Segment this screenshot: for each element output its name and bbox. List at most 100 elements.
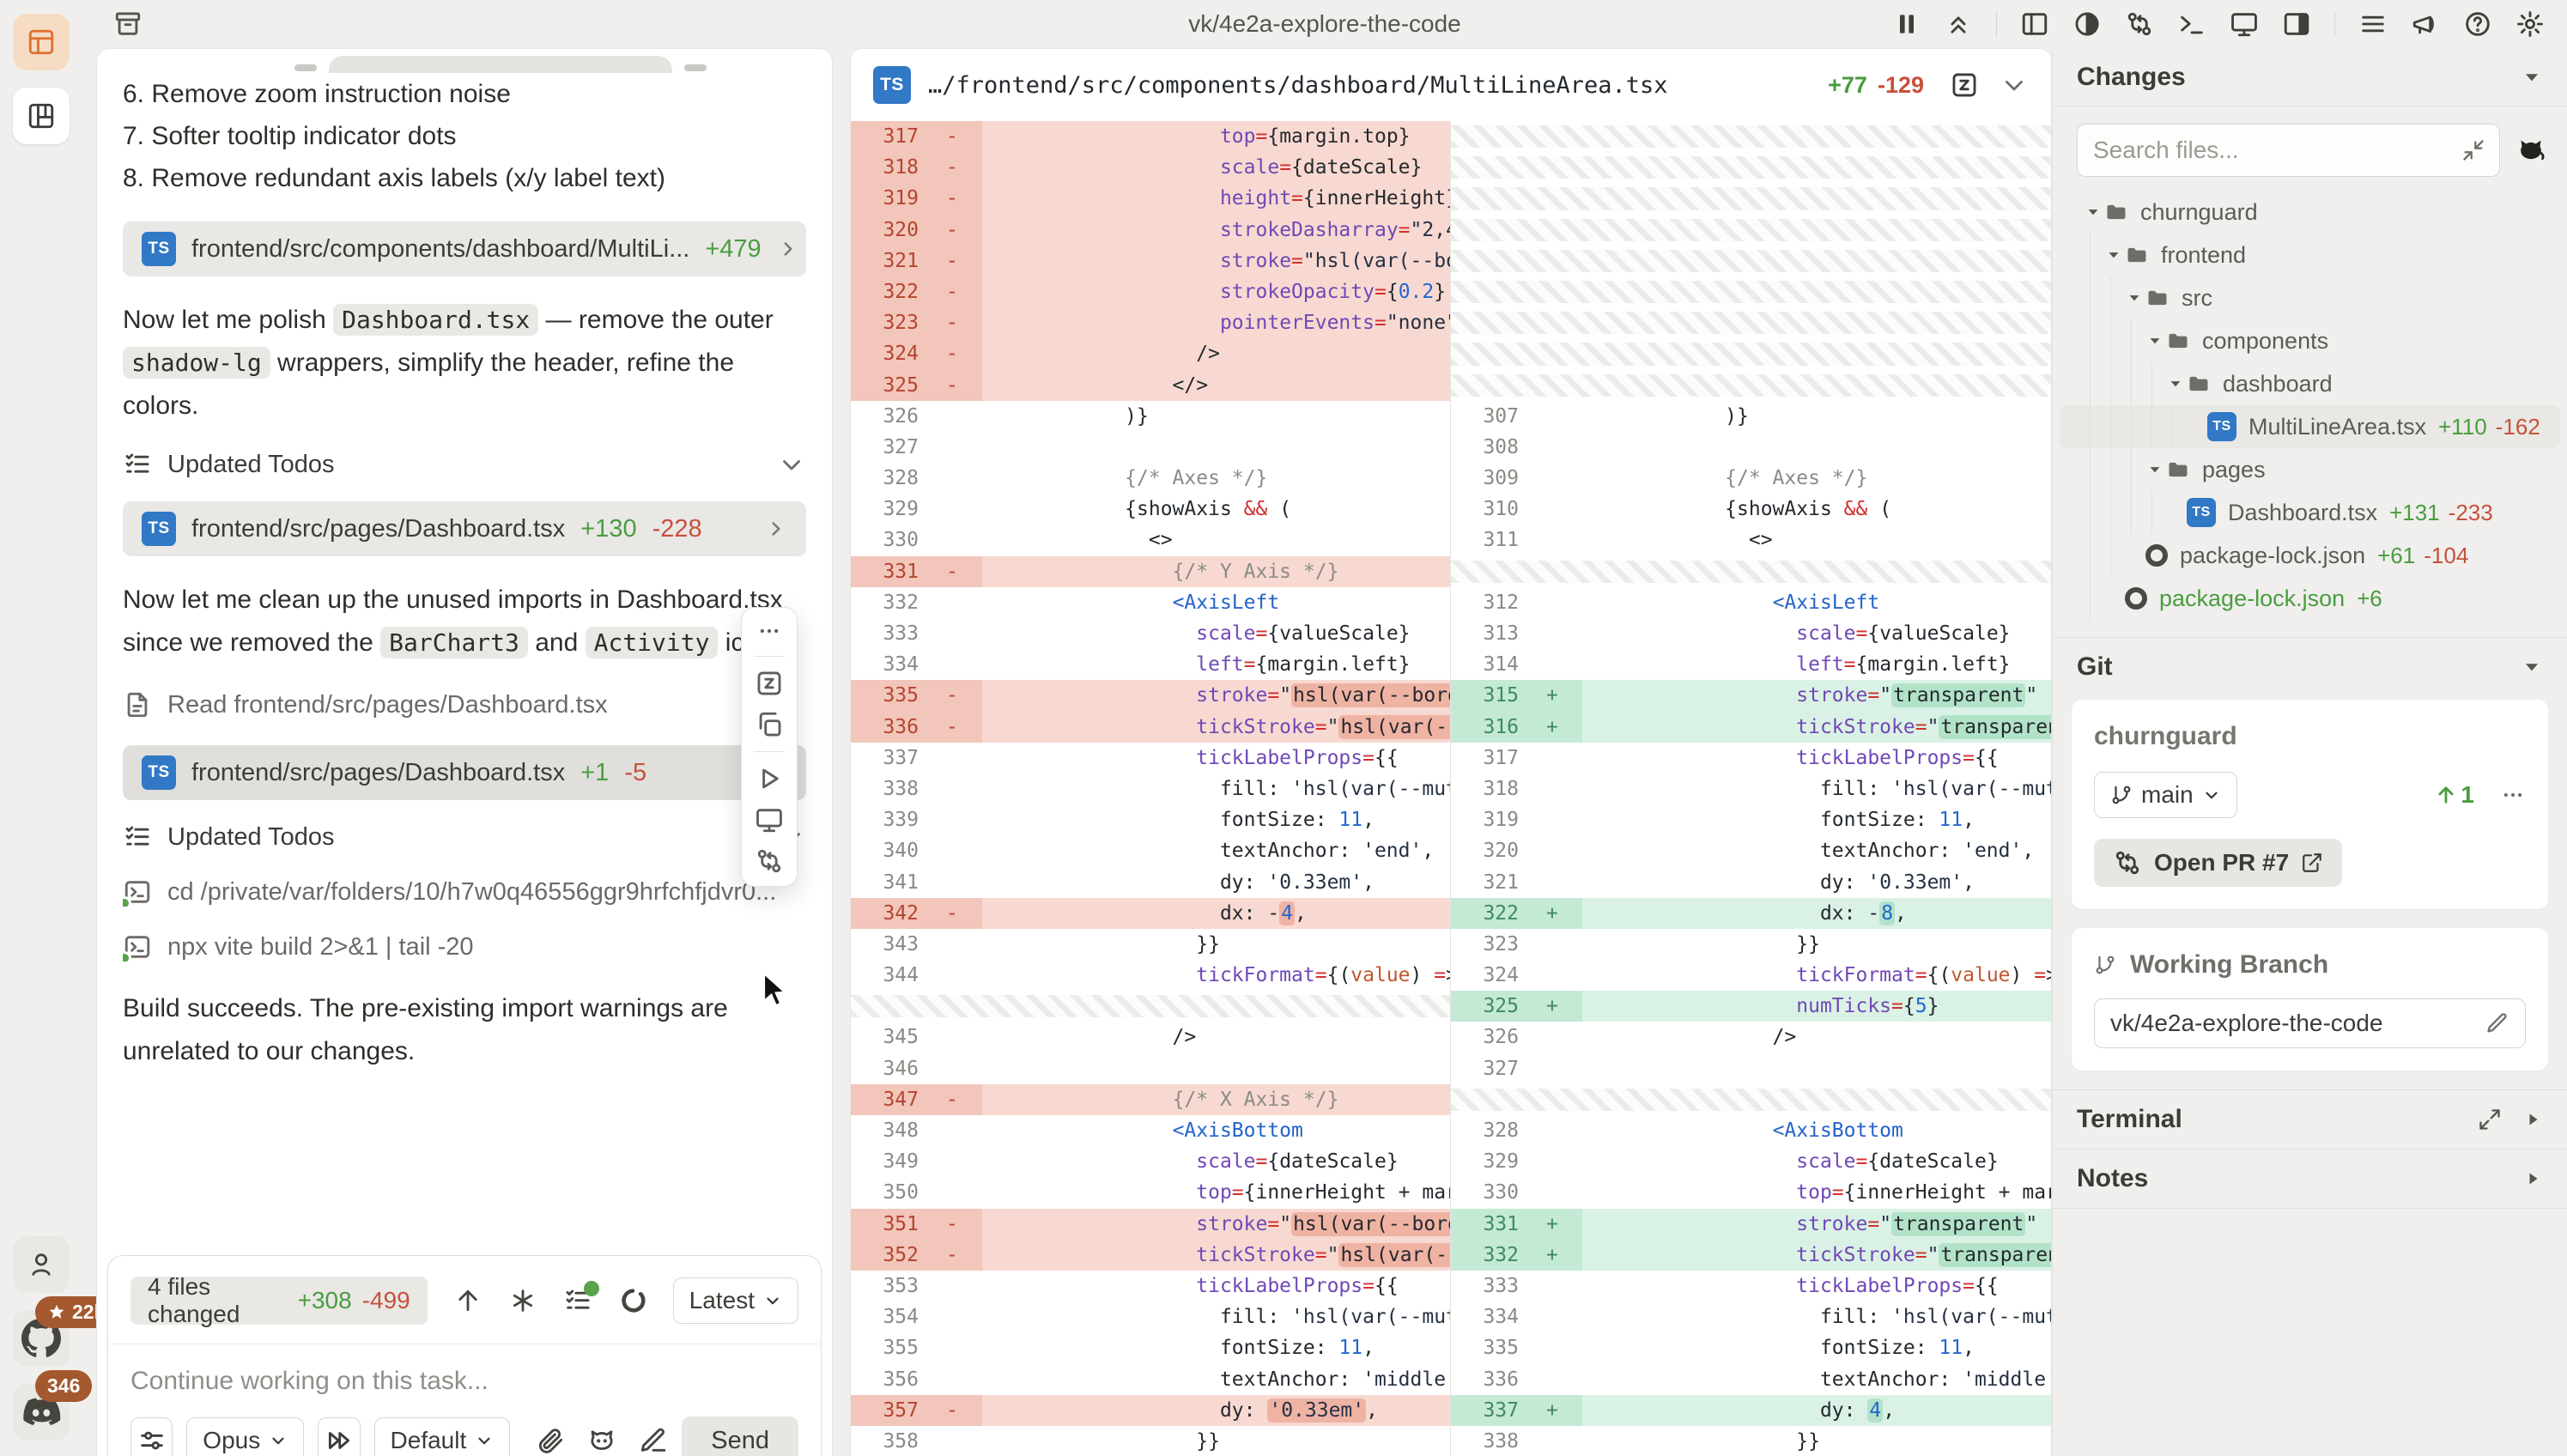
theme-icon[interactable] bbox=[2072, 9, 2102, 39]
workspace-layout-button[interactable] bbox=[13, 14, 70, 70]
tree-item-frontend[interactable]: frontend bbox=[2060, 234, 2560, 276]
file-diff-chip[interactable]: TSfrontend/src/pages/Dashboard.tsx+130-2… bbox=[123, 501, 806, 556]
tree-item-components[interactable]: components bbox=[2060, 319, 2560, 362]
file-diff-chip[interactable]: TSfrontend/src/components/dashboard/Mult… bbox=[123, 221, 806, 276]
menu-icon[interactable] bbox=[2358, 9, 2388, 39]
copy-icon[interactable] bbox=[755, 710, 784, 739]
collapse-diff-icon[interactable] bbox=[2000, 70, 2029, 100]
attach-icon[interactable] bbox=[536, 1426, 565, 1455]
diff-code-row: 320- strokeDasharray="2,4" bbox=[851, 215, 1450, 246]
board-view-button[interactable] bbox=[13, 88, 70, 144]
tool-call-row[interactable]: npx vite build 2>&1 | tail -20 bbox=[123, 932, 806, 962]
git-repo-card: churnguard main 1 bbox=[2072, 700, 2548, 909]
caret-down-icon[interactable] bbox=[2103, 246, 2125, 264]
help-icon[interactable] bbox=[2463, 9, 2492, 39]
diff-code-row: 358 }} bbox=[851, 1426, 1450, 1456]
scroll-top-icon[interactable] bbox=[453, 1286, 482, 1315]
git-compare-icon[interactable] bbox=[2125, 9, 2154, 39]
tree-item-dashboard-tsx[interactable]: TSDashboard.tsx+131-233 bbox=[2060, 491, 2560, 534]
updated-todos-row[interactable]: Updated Todos bbox=[123, 822, 806, 852]
file-diff-chip[interactable]: TSfrontend/src/pages/Dashboard.tsx+1-5 bbox=[123, 745, 806, 800]
diff-code-row: 353 tickLabelProps={{ bbox=[851, 1271, 1450, 1301]
monitor-icon[interactable] bbox=[2230, 9, 2259, 39]
terminal-icon[interactable] bbox=[2177, 9, 2206, 39]
pause-icon[interactable] bbox=[1893, 10, 1921, 38]
diff-added-count: +77 bbox=[1828, 72, 1867, 99]
diff-code-row: 308 bbox=[1451, 432, 2051, 463]
diff-code-row: 337 tickLabelProps={{ bbox=[851, 743, 1450, 774]
json-file-icon bbox=[2125, 587, 2147, 610]
diff-code-row: 344 tickFormat={(value) => bbox=[851, 960, 1450, 991]
collapse-tree-icon[interactable] bbox=[2461, 138, 2485, 162]
settings-sliders-button[interactable] bbox=[130, 1417, 173, 1456]
diff-mode-icon[interactable] bbox=[1950, 70, 1979, 100]
diff-code-row: 311 <> bbox=[1451, 525, 2051, 555]
caret-down-icon[interactable] bbox=[2123, 289, 2145, 306]
caret-down-icon[interactable] bbox=[2164, 375, 2187, 392]
tree-item-churnguard[interactable]: churnguard bbox=[2060, 191, 2560, 234]
chevron-down-icon[interactable] bbox=[777, 450, 806, 479]
preview-icon[interactable] bbox=[755, 805, 784, 834]
file-search-box[interactable] bbox=[2077, 124, 2500, 177]
tree-item-multilinearea-tsx[interactable]: TSMultiLineArea.tsx+110-162 bbox=[2060, 405, 2560, 448]
archive-icon[interactable] bbox=[113, 9, 143, 39]
files-changed-pill[interactable]: 4 files changed +308 -499 bbox=[130, 1277, 428, 1325]
git-section-header[interactable]: Git bbox=[2053, 638, 2567, 696]
diff-code-row: 343 }} bbox=[851, 929, 1450, 960]
account-button[interactable] bbox=[13, 1236, 70, 1293]
spark-icon[interactable] bbox=[508, 1286, 537, 1315]
chat-scroll[interactable]: 6. Remove zoom instruction noise7. Softe… bbox=[97, 49, 832, 1255]
caret-down-icon[interactable] bbox=[2082, 203, 2104, 221]
megaphone-icon[interactable] bbox=[2411, 9, 2440, 39]
git-more-icon[interactable] bbox=[2500, 782, 2526, 808]
ts-file-badge: TS bbox=[873, 66, 911, 104]
list-item: 8. Remove redundant axis labels (x/y lab… bbox=[123, 157, 806, 199]
more-options-icon[interactable] bbox=[756, 618, 782, 644]
github-button[interactable]: 22k bbox=[13, 1310, 70, 1367]
diff-code-row: 312 <AxisLeft bbox=[1451, 587, 2051, 618]
git-compare-icon[interactable] bbox=[755, 846, 784, 876]
diff-code-row: 338 }} bbox=[1451, 1426, 2051, 1456]
chevron-down-icon bbox=[763, 1291, 782, 1310]
mode-dropdown[interactable]: Default bbox=[374, 1417, 511, 1456]
todos-status-icon[interactable] bbox=[563, 1286, 592, 1315]
discord-button[interactable]: 346 bbox=[13, 1384, 70, 1441]
tree-item-package-lock-json[interactable]: package-lock.json+61-104 bbox=[2060, 534, 2560, 577]
caret-down-icon[interactable] bbox=[2144, 461, 2166, 478]
tool-call-row[interactable]: Read frontend/src/pages/Dashboard.tsx bbox=[123, 690, 806, 719]
tree-item-dashboard[interactable]: dashboard bbox=[2060, 362, 2560, 405]
open-pr-button[interactable]: Open PR #7 bbox=[2094, 839, 2342, 887]
working-branch-field[interactable]: vk/4e2a-explore-the-code bbox=[2094, 998, 2526, 1048]
panel-left-icon[interactable] bbox=[2020, 9, 2049, 39]
file-search-input[interactable] bbox=[2093, 136, 2461, 164]
model-dropdown[interactable]: Opus bbox=[186, 1417, 304, 1456]
caret-down-icon[interactable] bbox=[2144, 332, 2166, 349]
send-button[interactable]: Send bbox=[682, 1417, 798, 1456]
version-dropdown[interactable]: Latest bbox=[673, 1277, 798, 1324]
changes-section-header[interactable]: Changes bbox=[2053, 48, 2567, 106]
tool-call-row[interactable]: cd /private/var/folders/10/h7w0q46556ggr… bbox=[123, 877, 806, 907]
tree-item-package-lock-json[interactable]: package-lock.json+6 bbox=[2060, 577, 2560, 620]
diff-code-row: 318 fill: 'hsl(var(--muted-foreground))'… bbox=[1451, 774, 2051, 804]
notes-section-header[interactable]: Notes bbox=[2053, 1150, 2567, 1208]
terminal-section-header[interactable]: Terminal bbox=[2053, 1090, 2567, 1149]
pen-icon[interactable] bbox=[639, 1426, 668, 1455]
updated-todos-row[interactable]: Updated Todos bbox=[123, 450, 806, 479]
diff-code-row: 321- stroke="hsl(var(--border))" bbox=[851, 246, 1450, 276]
run-icon[interactable] bbox=[755, 764, 784, 793]
working-branch-card: Working Branch vk/4e2a-explore-the-code bbox=[2072, 928, 2548, 1071]
diff-icon[interactable] bbox=[755, 669, 784, 698]
tree-item-pages[interactable]: pages bbox=[2060, 448, 2560, 491]
settings-icon[interactable] bbox=[2515, 9, 2545, 39]
message-input[interactable]: Continue working on this task... bbox=[130, 1344, 798, 1417]
repo-name: churnguard bbox=[2094, 722, 2526, 751]
mascot-icon[interactable] bbox=[2515, 135, 2546, 166]
edit-icon[interactable] bbox=[2485, 1011, 2509, 1035]
panel-right-icon[interactable] bbox=[2282, 9, 2311, 39]
branch-dropdown[interactable]: main bbox=[2094, 772, 2237, 818]
tree-item-src[interactable]: src bbox=[2060, 276, 2560, 319]
chevrons-up-icon[interactable] bbox=[1944, 9, 1973, 39]
fast-forward-button[interactable] bbox=[318, 1417, 360, 1456]
expand-icon[interactable] bbox=[2478, 1107, 2502, 1131]
cat-icon[interactable] bbox=[587, 1426, 616, 1455]
